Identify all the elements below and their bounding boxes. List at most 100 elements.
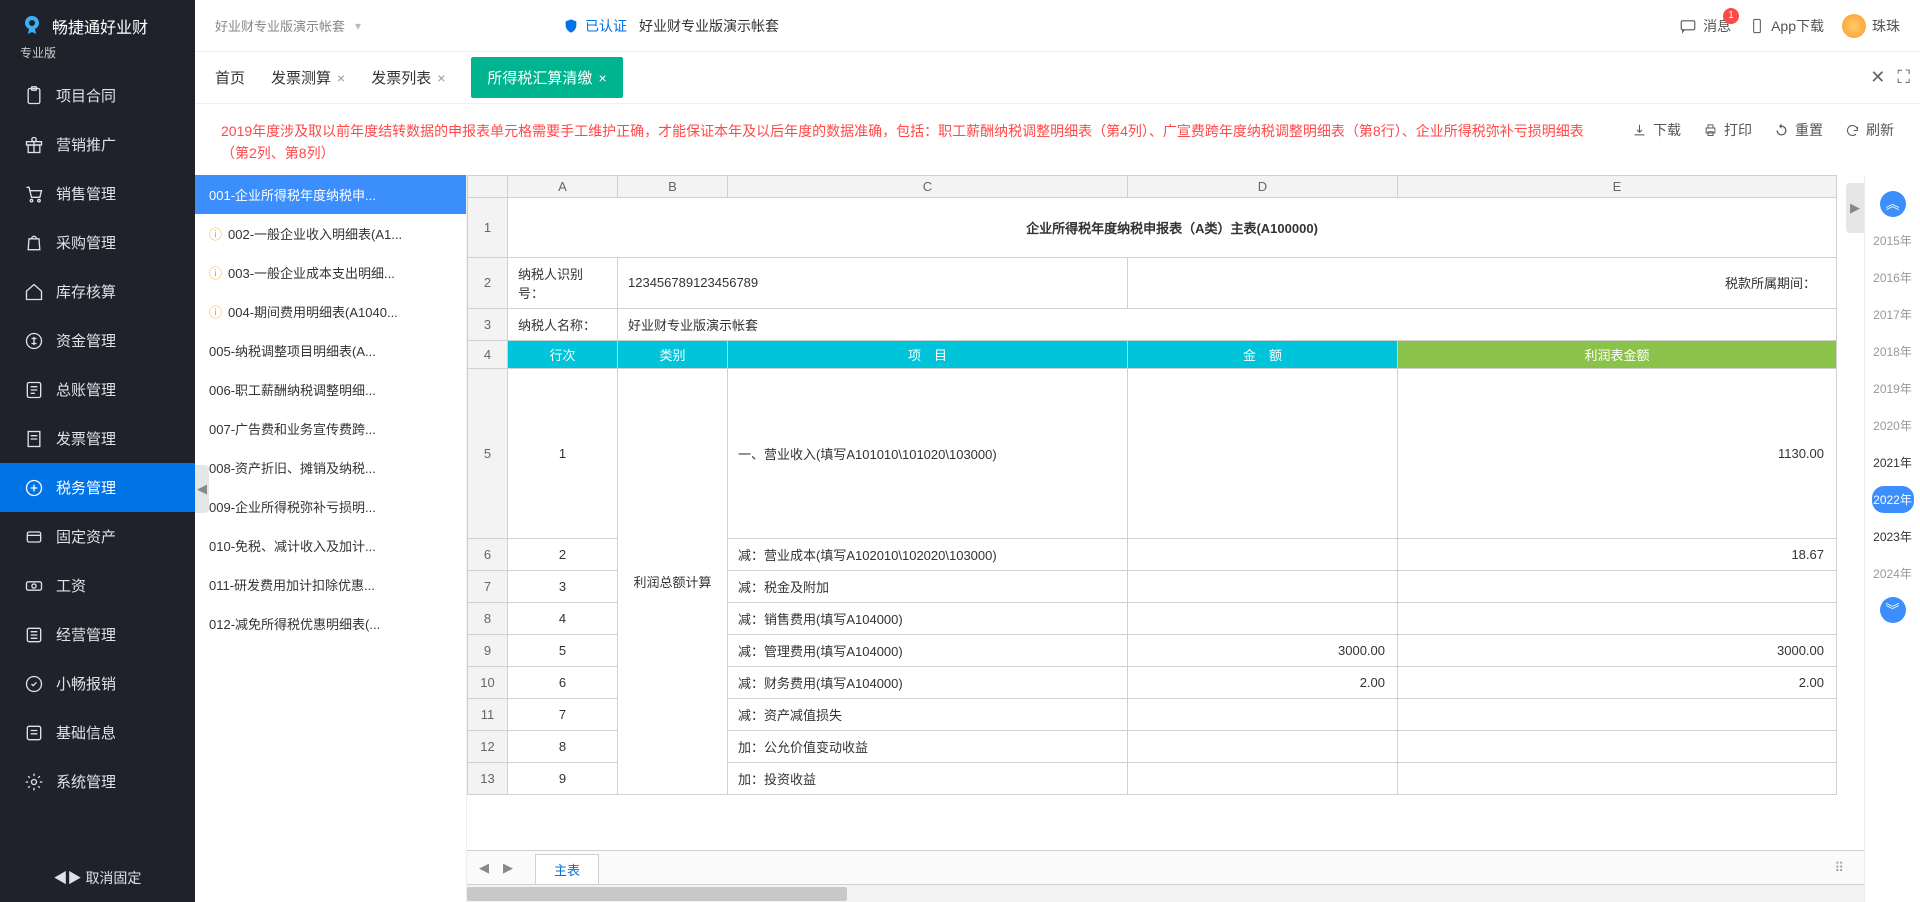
sheet-first-icon[interactable]: ◀ [479, 860, 489, 876]
ledger-icon [24, 380, 44, 400]
form-item[interactable]: 007-广告费和业务宣传费跨... [195, 409, 466, 448]
year-button[interactable]: 2015年 [1872, 227, 1914, 254]
tax-icon [24, 478, 44, 498]
salary-icon [24, 576, 44, 596]
nav-item-invoice[interactable]: 发票管理 [0, 414, 195, 463]
form-item[interactable]: 009-企业所得税弥补亏损明... [195, 487, 466, 526]
asset-icon [24, 527, 44, 547]
notice-row: 2019年度涉及取以前年度结转数据的申报表单元格需要手工维护正确，才能保证本年及… [195, 104, 1920, 175]
user-menu[interactable]: 珠珠 [1842, 14, 1900, 38]
sheet-last-icon[interactable]: ▶ [503, 860, 513, 876]
close-icon[interactable]: × [437, 70, 445, 86]
tab[interactable]: 首页 [215, 67, 245, 88]
sheet-tab[interactable]: 主表 [535, 854, 599, 884]
download-button[interactable]: 下载 [1632, 120, 1681, 140]
year-button[interactable]: 2023年 [1872, 523, 1914, 550]
form-list: ◀ 001-企业所得税年度纳税申...ⓘ002-一般企业收入明细表(A1...ⓘ… [195, 175, 467, 902]
year-button[interactable]: 2017年 [1872, 301, 1914, 328]
clipboard-icon [24, 86, 44, 106]
form-item[interactable]: ⓘ004-期间费用明细表(A1040... [195, 292, 466, 331]
nav-item-asset[interactable]: 固定资产 [0, 512, 195, 561]
badge-count: 1 [1723, 8, 1739, 24]
year-button[interactable]: 2022年 [1872, 486, 1914, 513]
tab[interactable]: 发票测算× [271, 67, 345, 88]
scroll-down-button[interactable]: ︾ [1880, 597, 1906, 623]
form-item[interactable]: 008-资产折旧、摊销及纳税... [195, 448, 466, 487]
verified-badge: 已认证 [563, 16, 627, 36]
nav-item-salary[interactable]: 工资 [0, 561, 195, 610]
nav-item-gift[interactable]: 营销推广 [0, 120, 195, 169]
fullscreen-icon[interactable]: ⛶ [1897, 67, 1910, 88]
cart-icon [24, 184, 44, 204]
print-button[interactable]: 打印 [1703, 120, 1752, 140]
horizontal-scrollbar[interactable] [467, 884, 1864, 902]
nav-item-clipboard[interactable]: 项目合同 [0, 71, 195, 120]
form-item[interactable]: 006-职工薪酬纳税调整明细... [195, 370, 466, 409]
logo: 畅捷通好业财 [0, 0, 195, 50]
chevron-down-icon: ▾ [355, 19, 361, 33]
nav-item-home[interactable]: 库存核算 [0, 267, 195, 316]
sidebar: 畅捷通好业财 专业版 项目合同营销推广销售管理采购管理库存核算资金管理总账管理发… [0, 0, 195, 902]
sheet-tab-bar: ◀ ▶ 主表 ⠿ [467, 850, 1864, 884]
expense-icon [24, 674, 44, 694]
column-headers: A B C D E [468, 175, 1837, 197]
collapse-panel-button[interactable]: ◀ [195, 465, 209, 513]
year-button[interactable]: 2016年 [1872, 264, 1914, 291]
form-item[interactable]: 010-免税、减计收入及加计... [195, 526, 466, 565]
year-button[interactable]: 2021年 [1872, 449, 1914, 476]
nav-item-system[interactable]: 系统管理 [0, 757, 195, 806]
phone-icon [1749, 18, 1765, 34]
system-icon [24, 772, 44, 792]
expand-panel-button[interactable]: ▶ [1846, 183, 1864, 233]
nav-item-bag[interactable]: 采购管理 [0, 218, 195, 267]
nav-item-info[interactable]: 基础信息 [0, 708, 195, 757]
scroll-up-button[interactable]: ︽ [1880, 191, 1906, 217]
print-icon [1703, 123, 1718, 138]
nav-item-coin[interactable]: 资金管理 [0, 316, 195, 365]
year-button[interactable]: 2020年 [1872, 412, 1914, 439]
home-icon [24, 282, 44, 302]
form-item[interactable]: ⓘ003-一般企业成本支出明细... [195, 253, 466, 292]
topbar: 好业财专业版演示帐套 ▾ 已认证 好业财专业版演示帐套 消息 1 App下载 珠… [195, 0, 1920, 52]
year-button[interactable]: 2019年 [1872, 375, 1914, 402]
shield-icon [563, 18, 579, 34]
help-icon: ⓘ [209, 302, 222, 321]
nav-item-tax[interactable]: 税务管理 [0, 463, 195, 512]
reset-icon [1774, 123, 1789, 138]
close-icon[interactable]: × [337, 70, 345, 86]
nav-item-manage[interactable]: 经营管理 [0, 610, 195, 659]
avatar [1842, 14, 1866, 38]
message-button[interactable]: 消息 1 [1679, 16, 1731, 36]
app-download-button[interactable]: App下载 [1749, 16, 1824, 36]
sheet-title: 企业所得税年度纳税申报表（A类）主表(A100000) [508, 197, 1837, 257]
form-item[interactable]: ⓘ002-一般企业收入明细表(A1... [195, 214, 466, 253]
gift-icon [24, 135, 44, 155]
sheet-drag-icon[interactable]: ⠿ [1834, 860, 1844, 876]
form-item[interactable]: 005-纳税调整项目明细表(A... [195, 331, 466, 370]
group-label: 利润总额计算 [618, 368, 728, 794]
form-item[interactable]: 011-研发费用加计扣除优惠... [195, 565, 466, 604]
warning-text: 2019年度涉及取以前年度结转数据的申报表单元格需要手工维护正确，才能保证本年及… [221, 120, 1602, 165]
reset-button[interactable]: 重置 [1774, 120, 1823, 140]
nav-item-expense[interactable]: 小畅报销 [0, 659, 195, 708]
account-select[interactable]: 好业财专业版演示帐套 ▾ [215, 16, 545, 35]
tab[interactable]: 所得税汇算清缴× [471, 57, 622, 98]
table-row: 5 1 利润总额计算 一、营业收入(填写A101010\101020\10300… [468, 368, 1837, 538]
form-item[interactable]: 012-减免所得税优惠明细表(... [195, 604, 466, 643]
tab[interactable]: 发票列表× [371, 67, 445, 88]
unpin-button[interactable]: ◀▶ 取消固定 [0, 854, 195, 902]
close-icon[interactable]: × [598, 70, 606, 86]
nav-list: 项目合同营销推广销售管理采购管理库存核算资金管理总账管理发票管理税务管理固定资产… [0, 71, 195, 854]
spreadsheet: ▶ A B C D E 1 企业所得税年度纳税申报表（A类）主表(A100000… [467, 175, 1864, 902]
nav-item-cart[interactable]: 销售管理 [0, 169, 195, 218]
year-button[interactable]: 2018年 [1872, 338, 1914, 365]
brand-edition: 专业版 [0, 44, 195, 71]
refresh-button[interactable]: 刷新 [1845, 120, 1894, 140]
year-button[interactable]: 2024年 [1872, 560, 1914, 587]
info-icon [24, 723, 44, 743]
account-title: 好业财专业版演示帐套 [639, 16, 779, 36]
nav-item-ledger[interactable]: 总账管理 [0, 365, 195, 414]
close-tab-icon[interactable]: ✕ [1870, 67, 1885, 88]
title-row: 1 企业所得税年度纳税申报表（A类）主表(A100000) [468, 197, 1837, 257]
form-item[interactable]: 001-企业所得税年度纳税申... [195, 175, 466, 214]
